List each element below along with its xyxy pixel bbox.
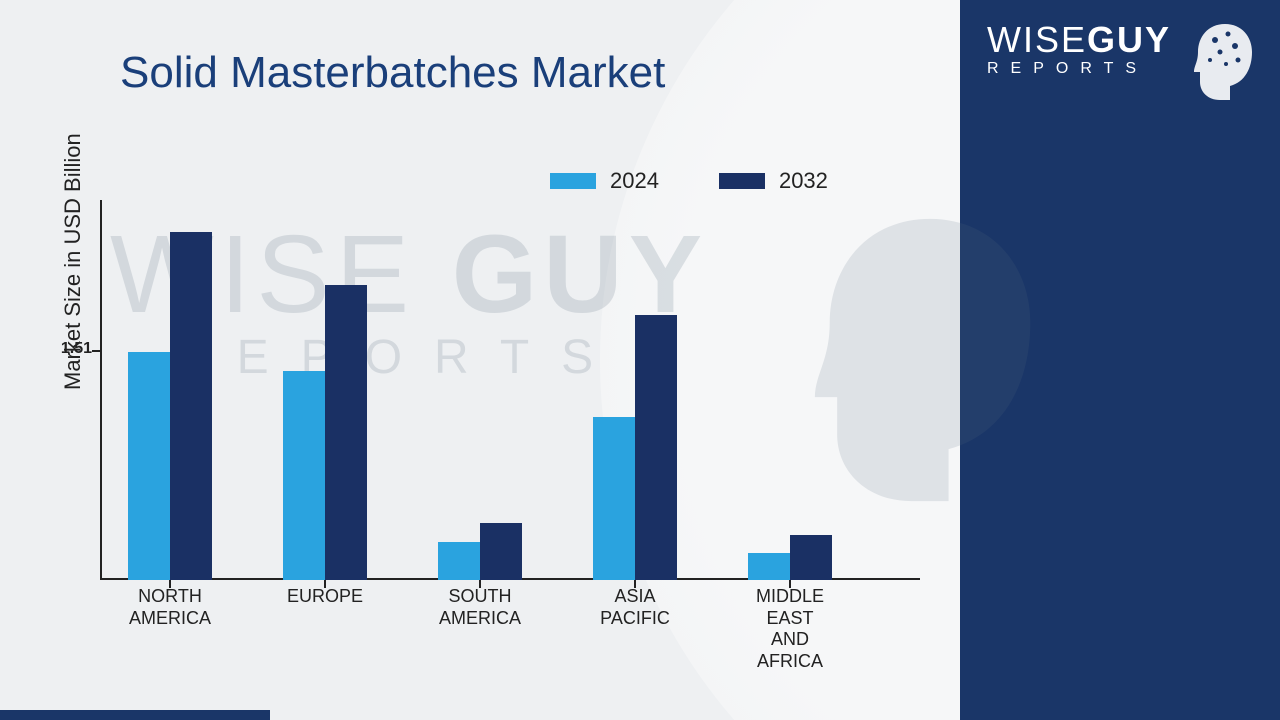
y-tick xyxy=(92,350,100,352)
bar-2024-0 xyxy=(128,352,170,580)
bar-2032-2 xyxy=(480,523,522,580)
category-label: SOUTHAMERICA xyxy=(410,586,550,629)
brand-logo: WISEGUY REPORTS xyxy=(987,22,1252,112)
bottom-accent-bar xyxy=(0,710,270,720)
brain-head-icon xyxy=(1190,22,1260,102)
bar-2032-3 xyxy=(635,315,677,580)
brand-line1a: WISE xyxy=(987,19,1087,60)
legend-label-2032: 2032 xyxy=(779,168,828,194)
chart-title: Solid Masterbatches Market xyxy=(120,48,665,98)
category-label: NORTHAMERICA xyxy=(100,586,240,629)
y-axis xyxy=(100,200,102,580)
y-tick-label: 1.51 xyxy=(61,340,92,358)
chart-legend: 2024 2032 xyxy=(550,168,828,194)
legend-item-2032: 2032 xyxy=(719,168,828,194)
legend-swatch-2032 xyxy=(719,173,765,189)
bar-2024-4 xyxy=(748,553,790,580)
bar-2024-3 xyxy=(593,417,635,580)
bar-2024-2 xyxy=(438,542,480,580)
bar-2032-4 xyxy=(790,535,832,580)
bar-2024-1 xyxy=(283,371,325,580)
category-label: EUROPE xyxy=(255,586,395,608)
bar-2032-1 xyxy=(325,285,367,580)
bar-2032-0 xyxy=(170,232,212,580)
legend-item-2024: 2024 xyxy=(550,168,659,194)
bar-chart: Market Size in USD Billion 1.51NORTHAMER… xyxy=(100,200,920,580)
legend-label-2024: 2024 xyxy=(610,168,659,194)
brand-line1b: GUY xyxy=(1087,19,1171,60)
category-label: ASIAPACIFIC xyxy=(565,586,705,629)
legend-swatch-2024 xyxy=(550,173,596,189)
category-label: MIDDLEEASTANDAFRICA xyxy=(720,586,860,672)
